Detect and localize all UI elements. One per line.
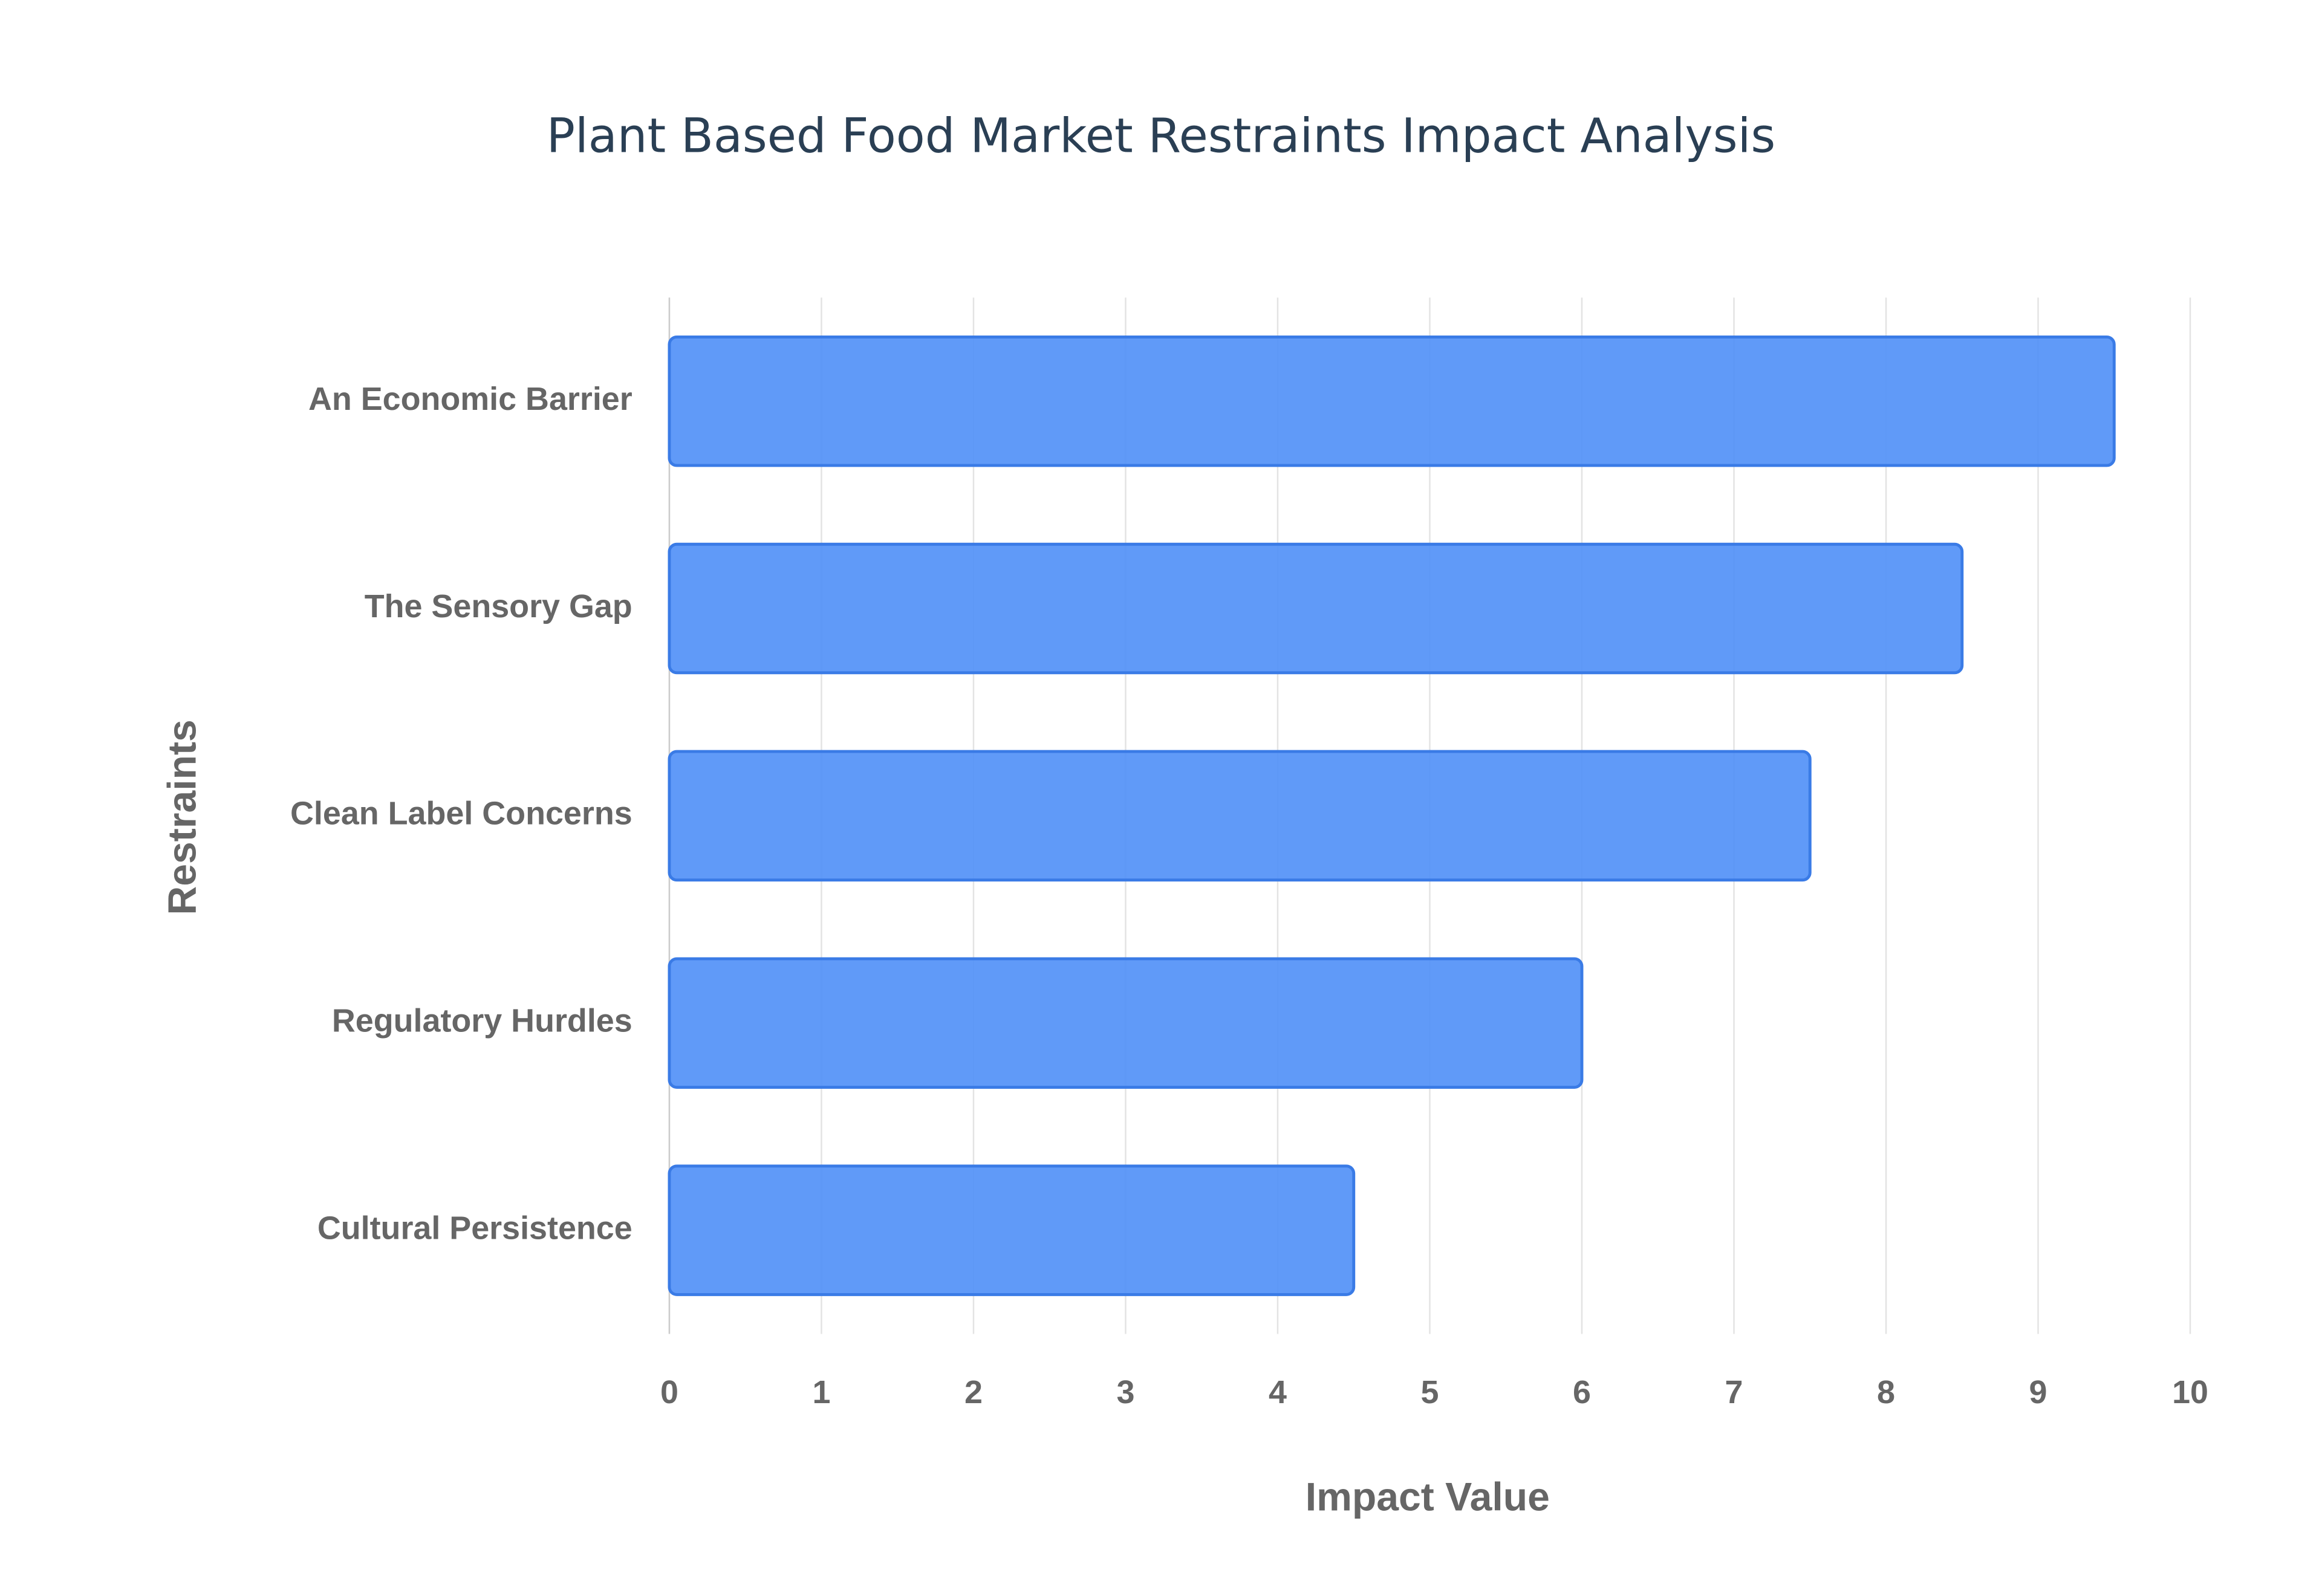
y-tick-label: Clean Label Concerns <box>290 796 633 832</box>
bar <box>668 542 1964 675</box>
x-axis-label: Impact Value <box>1306 1474 1550 1519</box>
y-tick-label: The Sensory Gap <box>365 588 633 624</box>
y-tick-label: Regulatory Hurdles <box>332 1002 633 1039</box>
bar <box>668 1164 1356 1296</box>
y-tick-label: An Economic Barrier <box>308 381 633 417</box>
x-tick-label: 3 <box>1116 1374 1134 1410</box>
x-tick-label: 5 <box>1421 1374 1439 1410</box>
x-tick-label: 2 <box>964 1374 983 1410</box>
x-tick-label: 6 <box>1573 1374 1591 1410</box>
x-tick-label: 8 <box>1877 1374 1895 1410</box>
y-tick-label: Cultural Persistence <box>317 1210 633 1246</box>
y-axis-label: Restraints <box>160 719 205 915</box>
bar <box>668 335 2116 467</box>
x-tick-label: 4 <box>1269 1374 1287 1410</box>
x-tick-label: 1 <box>812 1374 830 1410</box>
bar <box>668 750 1812 882</box>
x-tick-label: 7 <box>1725 1374 1743 1410</box>
x-tick-label: 9 <box>2029 1374 2047 1410</box>
chart-title: Plant Based Food Market Restraints Impac… <box>547 109 1775 164</box>
x-tick-label: 0 <box>660 1374 678 1410</box>
x-tick-label: 10 <box>2172 1374 2208 1410</box>
bar <box>668 957 1584 1089</box>
